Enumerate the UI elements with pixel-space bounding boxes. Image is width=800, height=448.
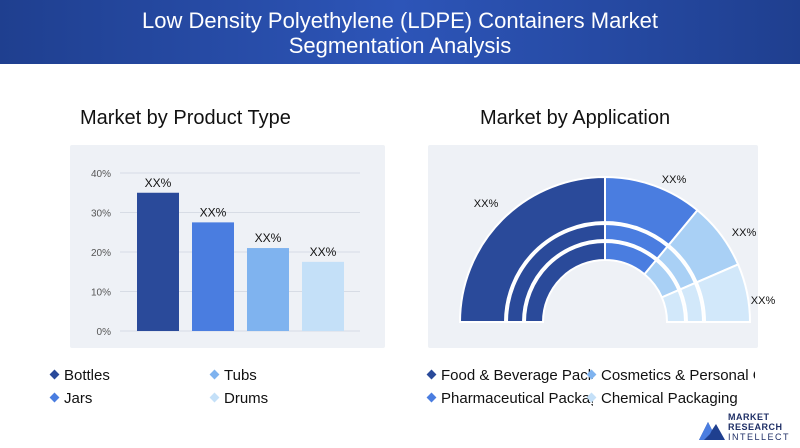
legend-item-bottles: Bottles <box>48 367 110 384</box>
legend-item-chemical: Chemical Packaging <box>585 390 755 407</box>
bar-data-label: XX% <box>255 231 282 245</box>
logo-line-3: INTELLECT <box>728 432 791 442</box>
legend-item-pharmaceutical: Pharmaceutical Packaging <box>425 390 593 407</box>
application-title: Market by Application <box>480 107 671 129</box>
page-title-line-1: Low Density Polyethylene (LDPE) Containe… <box>141 8 658 33</box>
bar-jars <box>247 248 289 331</box>
legend-swatch <box>586 369 597 380</box>
legend-item-jars: Jars <box>48 390 92 407</box>
logo-text: MARKET RESEARCH INTELLECT <box>728 412 790 442</box>
donut-slice-chemical <box>678 281 705 323</box>
bar-data-label: XX% <box>145 176 172 190</box>
donut-data-label: XX% <box>662 174 687 186</box>
y-tick-label: 0% <box>97 327 112 338</box>
page-title-line-2: Segmentation Analysis <box>288 33 512 58</box>
legend-swatch <box>49 392 60 403</box>
bar-bottles <box>137 192 179 331</box>
page-title: Low Density Polyethylene (LDPE) Containe… <box>0 8 800 58</box>
donut-slice-chemical <box>695 263 752 323</box>
legend-swatch <box>426 392 437 403</box>
product-type-title: Market by Product Type <box>80 107 291 129</box>
y-tick-label: 20% <box>91 248 111 259</box>
market-research-intellect-logo-icon <box>699 422 725 440</box>
bar-drums <box>302 261 344 331</box>
legend-swatch <box>209 392 220 403</box>
legend-swatch <box>49 369 60 380</box>
logo-line-1: MARKET <box>728 412 770 422</box>
legend-item-tubs: Tubs <box>208 367 257 384</box>
legend-item-drums: Drums <box>208 390 268 407</box>
donut-slice-chemical <box>660 288 687 323</box>
legend-label: Bottles <box>64 367 110 384</box>
legend-swatch <box>426 369 437 380</box>
legend-label: Tubs <box>224 367 257 384</box>
legend-label: Jars <box>64 390 93 407</box>
title-banner: Low Density Polyethylene (LDPE) Containe… <box>0 0 800 64</box>
donut-data-label: XX% <box>751 295 776 307</box>
y-tick-label: 40% <box>91 169 111 180</box>
legend-label: Pharmaceutical Packaging <box>441 390 593 407</box>
legend-item-food-beverage: Food & Beverage Packaging <box>425 367 593 384</box>
y-tick-label: 30% <box>91 209 111 220</box>
bar-data-label: XX% <box>200 205 227 219</box>
legend-item-cosmetics: Cosmetics & Personal Care <box>585 367 755 384</box>
legend-label: Drums <box>224 390 269 407</box>
legend-label: Chemical Packaging <box>601 390 738 407</box>
bar-tubs <box>192 222 234 331</box>
legend-swatch <box>586 392 597 403</box>
donut-data-label: XX% <box>732 227 757 239</box>
y-tick-label: 10% <box>91 288 111 299</box>
logo-line-2: RESEARCH <box>728 422 783 432</box>
legend-label: Cosmetics & Personal Care <box>601 367 755 384</box>
legend-label: Food & Beverage Packaging <box>441 367 593 384</box>
donut-data-label: XX% <box>474 198 499 210</box>
legend-swatch <box>209 369 220 380</box>
bar-data-label: XX% <box>310 245 337 259</box>
